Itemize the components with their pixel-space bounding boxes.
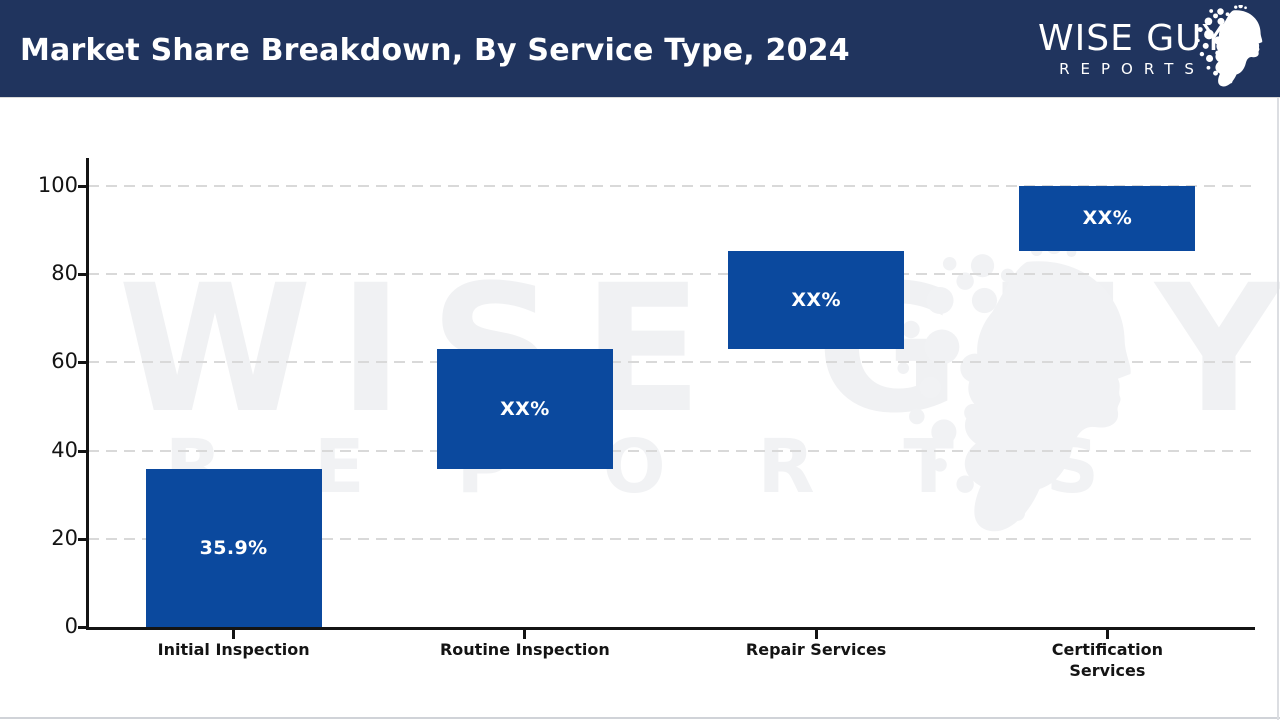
x-tick-mark: [232, 630, 236, 639]
watermark-head-icon: [897, 242, 1131, 532]
y-axis-line: [86, 158, 89, 630]
bar-value-label: 35.9%: [199, 536, 268, 559]
header-band: [0, 0, 1280, 97]
x-tick-mark: [523, 630, 527, 639]
logo-sub-text: REPORTS: [1059, 60, 1205, 78]
y-tick-mark: [78, 537, 87, 541]
y-tick-label: 60: [51, 349, 78, 374]
y-tick-mark: [78, 185, 87, 188]
x-axis-line: [86, 627, 1255, 630]
x-category-label: Routine Inspection: [439, 640, 610, 659]
x-category-label: Certification Services: [1051, 640, 1164, 680]
bar-value-label: XX%: [791, 288, 841, 311]
x-tick-mark: [814, 630, 818, 639]
y-tick-mark: [78, 361, 87, 365]
x-category-label: Repair Services: [745, 640, 887, 659]
y-tick-mark: [78, 449, 87, 453]
figure-right-edge: [1277, 98, 1279, 720]
bar-3: XX%: [728, 250, 905, 350]
gridline-40: [88, 449, 1253, 452]
chart-title: Market Share Breakdown, By Service Type,…: [20, 33, 850, 68]
logo-name-text: WISE GUY: [1038, 18, 1226, 59]
bar-1: 35.9%: [145, 468, 322, 627]
y-tick-mark: [78, 626, 87, 629]
header-divider: [0, 97, 1280, 98]
figure-bottom-edge: [0, 717, 1280, 719]
bar-value-label: XX%: [1082, 207, 1133, 230]
y-tick-mark: [78, 273, 87, 277]
y-tick-label: 100: [37, 173, 78, 197]
x-category-label: Initial Inspection: [157, 640, 310, 659]
bar-4: XX%: [1019, 186, 1196, 251]
y-tick-label: 40: [51, 437, 78, 462]
y-tick-label: 0: [64, 614, 78, 638]
y-tick-label: 20: [51, 525, 78, 550]
bar-value-label: XX%: [500, 397, 550, 420]
gridline-20: [88, 537, 1253, 540]
y-tick-label: 80: [51, 261, 78, 286]
bar-2: XX%: [436, 349, 613, 469]
x-tick-mark: [1105, 630, 1109, 639]
gridline-100: [88, 185, 1253, 187]
logo-head-icon: [1196, 5, 1263, 87]
gridline-80: [88, 273, 1253, 276]
wise-guy-logo: WISE GUY REPORTS: [1038, 18, 1226, 78]
gridline-60: [88, 361, 1253, 364]
